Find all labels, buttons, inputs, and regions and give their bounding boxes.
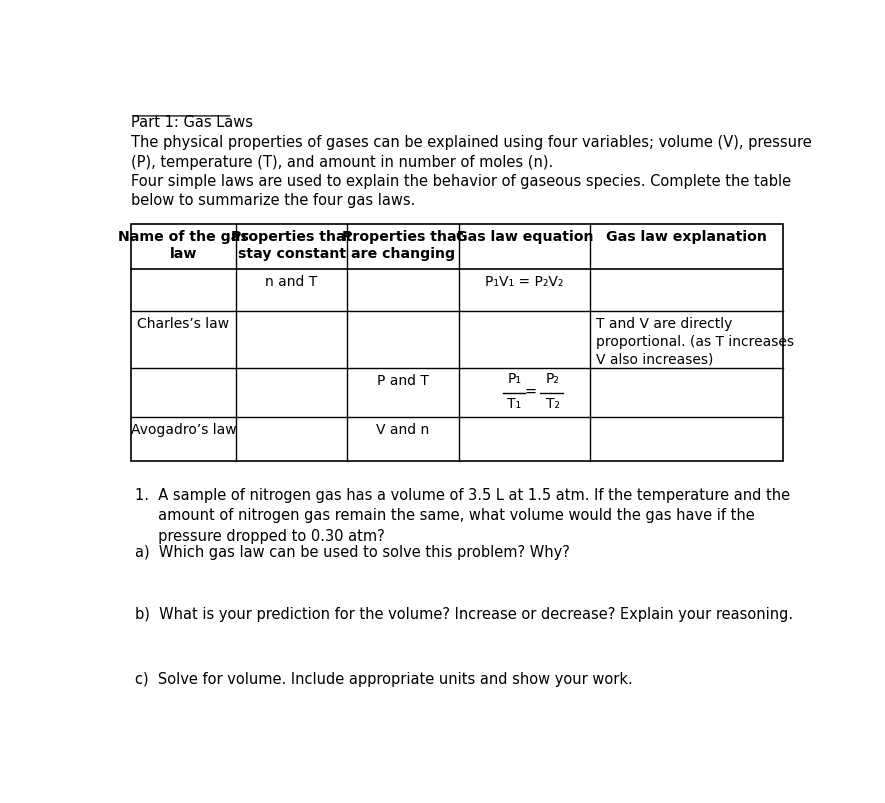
Bar	[131, 224, 782, 461]
Text: Properties that
stay constant: Properties that stay constant	[231, 230, 352, 260]
Text: P₁: P₁	[507, 372, 521, 385]
Text: T and V are directly
proportional. (as T increases
V also increases): T and V are directly proportional. (as T…	[596, 316, 794, 366]
Text: Avogadro’s law: Avogadro’s law	[131, 423, 236, 437]
Text: Part 1: Gas Laws: Part 1: Gas Laws	[131, 115, 253, 130]
Text: P₁V₁ = P₂V₂: P₁V₁ = P₂V₂	[485, 275, 564, 288]
Text: Gas law explanation: Gas law explanation	[606, 230, 767, 243]
Text: (P), temperature (T), and amount in number of moles (n).: (P), temperature (T), and amount in numb…	[131, 154, 553, 169]
Text: T₁: T₁	[507, 397, 521, 411]
Text: The physical properties of gases can be explained using four variables; volume (: The physical properties of gases can be …	[131, 136, 812, 150]
Text: n and T: n and T	[266, 275, 318, 288]
Text: V and n: V and n	[376, 423, 429, 437]
Text: 1.  A sample of nitrogen gas has a volume of 3.5 L at 1.5 atm. If the temperatur: 1. A sample of nitrogen gas has a volume…	[135, 487, 789, 543]
Text: Four simple laws are used to explain the behavior of gaseous species. Complete t: Four simple laws are used to explain the…	[131, 173, 791, 189]
Text: Gas law equation: Gas law equation	[456, 230, 593, 243]
Text: b)  What is your prediction for the volume? Increase or decrease? Explain your r: b) What is your prediction for the volum…	[135, 605, 793, 621]
Text: Charles’s law: Charles’s law	[137, 316, 229, 331]
Text: P₂: P₂	[546, 372, 559, 385]
Text: Name of the gas
law: Name of the gas law	[119, 230, 249, 260]
Text: T₂: T₂	[546, 397, 559, 411]
Text: Properties that
are changing: Properties that are changing	[342, 230, 464, 260]
Text: c)  Solve for volume. Include appropriate units and show your work.: c) Solve for volume. Include appropriate…	[135, 671, 633, 686]
Text: below to summarize the four gas laws.: below to summarize the four gas laws.	[131, 193, 416, 208]
Text: =: =	[525, 384, 536, 399]
Text: P and T: P and T	[377, 373, 429, 387]
Text: a)  Which gas law can be used to solve this problem? Why?: a) Which gas law can be used to solve th…	[135, 544, 570, 559]
